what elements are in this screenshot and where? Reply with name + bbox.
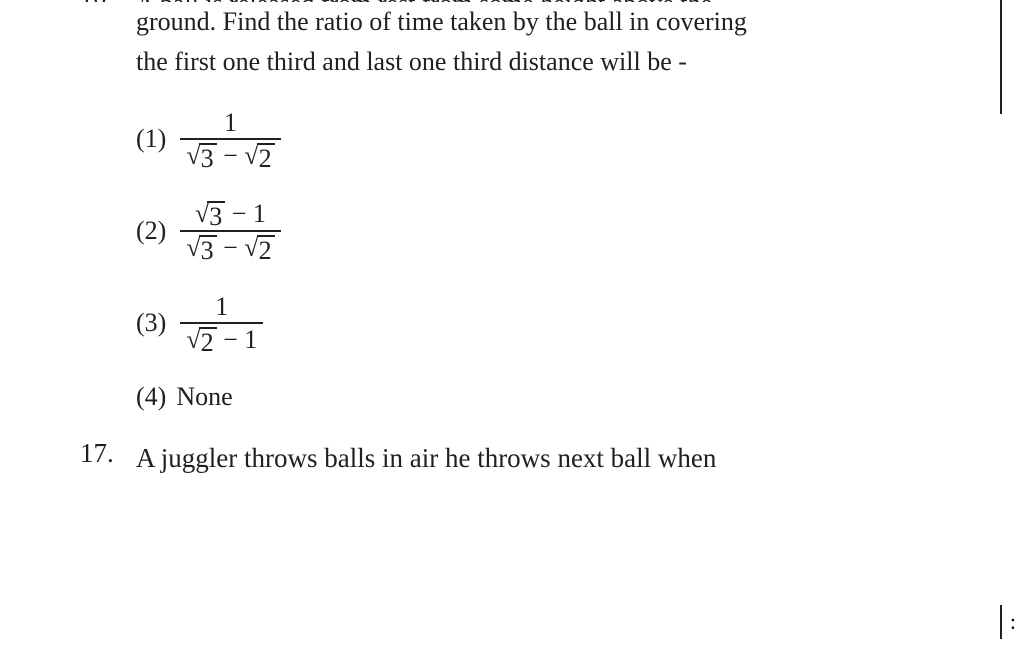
option-label: (4) xyxy=(136,382,166,412)
sqrt-2: √2 xyxy=(244,143,274,172)
minus-op: − xyxy=(232,199,247,228)
denominator: √3 − √2 xyxy=(180,140,280,172)
fraction-2: √3 − 1 √3 − √2 xyxy=(180,198,280,265)
minus-op: − xyxy=(223,233,238,262)
q16-options: (1) 1 √3 − √2 (2) √3 − 1 xyxy=(136,107,984,413)
sqrt-3: √3 xyxy=(186,235,216,264)
q16-option-4: (4) None xyxy=(136,382,984,412)
right-margin-rule-bottom xyxy=(1000,605,1002,639)
one: 1 xyxy=(244,325,257,354)
q17-number: 17. xyxy=(80,438,136,469)
q17-stem-fragment: A juggler throws balls in air he throws … xyxy=(136,438,984,480)
option-label: (1) xyxy=(136,124,166,154)
one: 1 xyxy=(253,199,266,228)
sqrt-3: √3 xyxy=(186,143,216,172)
q16-option-1: (1) 1 √3 − √2 xyxy=(136,107,984,172)
minus-op: − xyxy=(223,325,238,354)
sqrt-3: √3 xyxy=(195,201,225,230)
fraction-1: 1 √3 − √2 xyxy=(180,107,280,172)
numerator: √3 − 1 xyxy=(189,198,272,230)
numerator: 1 xyxy=(209,291,234,322)
denominator: √2 − 1 xyxy=(180,324,263,356)
q16-stem-body: ground. Find the ratio of time taken by … xyxy=(136,2,984,83)
minus-op: − xyxy=(223,141,238,170)
option-label: (2) xyxy=(136,216,166,246)
page-content: 16. A ball is released from rest from so… xyxy=(0,0,1024,480)
q16-stem-line1: ground. Find the ratio of time taken by … xyxy=(136,7,747,36)
fraction-3: 1 √2 − 1 xyxy=(180,291,263,356)
right-margin-rule-top xyxy=(1000,0,1002,114)
sqrt-2: √2 xyxy=(244,235,274,264)
denominator: √3 − √2 xyxy=(180,232,280,264)
numerator: 1 xyxy=(218,107,243,138)
q16-stem-line2: the first one third and last one third d… xyxy=(136,47,687,76)
q16-option-2: (2) √3 − 1 √3 − √2 xyxy=(136,198,984,265)
q16-number-cut: 16. xyxy=(80,0,136,2)
stray-punctuation: : xyxy=(1010,609,1016,635)
option-text: None xyxy=(176,382,232,412)
option-label: (3) xyxy=(136,308,166,338)
sqrt-2: √2 xyxy=(186,327,216,356)
q16-option-3: (3) 1 √2 − 1 xyxy=(136,291,984,356)
q17-fragment: 17. A juggler throws balls in air he thr… xyxy=(80,438,984,480)
q16-stem: ground. Find the ratio of time taken by … xyxy=(80,2,984,83)
